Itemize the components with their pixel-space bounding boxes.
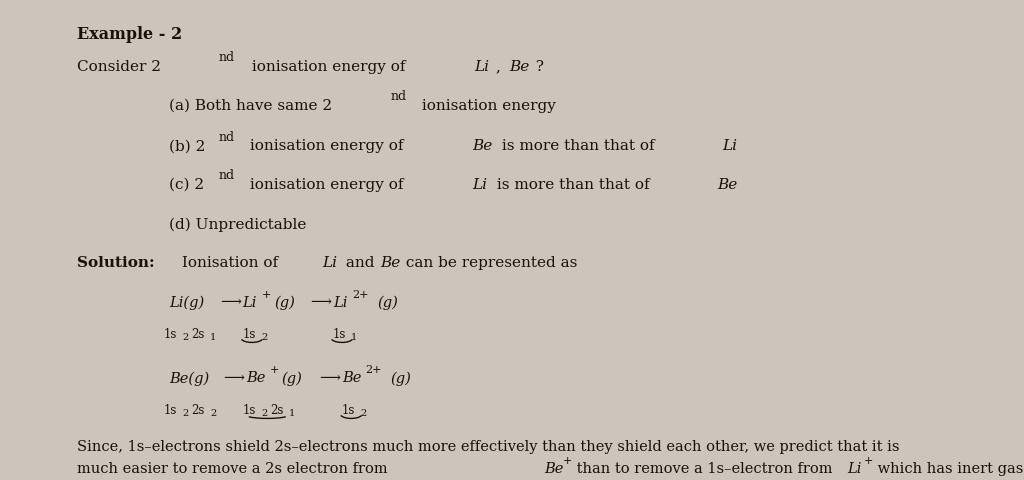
Text: which has inert gas: which has inert gas (873, 461, 1024, 475)
Text: Be: Be (472, 139, 493, 153)
Text: 2: 2 (261, 332, 267, 341)
Text: Ionisation of: Ionisation of (177, 255, 284, 269)
Text: ionisation energy: ionisation energy (417, 98, 556, 112)
Text: Solution:: Solution: (77, 255, 155, 269)
Text: 1s: 1s (333, 327, 346, 340)
Text: 1s: 1s (342, 403, 355, 416)
Text: (a) Both have same 2: (a) Both have same 2 (169, 98, 332, 112)
Text: than to remove a 1s–electron from: than to remove a 1s–electron from (572, 461, 838, 475)
Text: +: + (262, 289, 271, 299)
Text: can be represented as: can be represented as (401, 255, 578, 269)
Text: (d) Unpredictable: (d) Unpredictable (169, 217, 306, 231)
Text: Be(g): Be(g) (169, 371, 209, 385)
Text: 2: 2 (360, 408, 367, 417)
Text: (g): (g) (377, 295, 397, 310)
Text: +: + (269, 364, 279, 374)
Text: 2: 2 (261, 408, 267, 417)
Text: 1: 1 (289, 408, 295, 417)
Text: ⟶: ⟶ (220, 295, 242, 309)
Text: (g): (g) (282, 371, 302, 385)
Text: Since, 1s–electrons shield 2s–electrons much more effectively than they shield e: Since, 1s–electrons shield 2s–electrons … (77, 439, 899, 453)
Text: 2: 2 (210, 408, 216, 417)
Text: ionisation energy of: ionisation energy of (245, 178, 409, 192)
Text: Be: Be (246, 371, 265, 384)
Text: Be: Be (380, 255, 400, 269)
Text: Consider 2: Consider 2 (77, 60, 161, 74)
Text: Li: Li (722, 139, 737, 153)
Text: Li: Li (243, 295, 257, 309)
Text: Be: Be (509, 60, 529, 74)
Text: 2+: 2+ (352, 289, 369, 299)
Text: ?: ? (531, 60, 545, 74)
Text: Li: Li (323, 255, 338, 269)
Text: 2s: 2s (191, 327, 205, 340)
Text: 1s: 1s (243, 403, 256, 416)
Text: Li(g): Li(g) (169, 295, 204, 310)
Text: Li: Li (472, 178, 487, 192)
Text: ,: , (496, 60, 506, 74)
Text: Li: Li (333, 295, 347, 309)
Text: (g): (g) (274, 295, 295, 310)
Text: much easier to remove a 2s electron from: much easier to remove a 2s electron from (77, 461, 392, 475)
Text: +: + (864, 455, 873, 465)
Text: 2s: 2s (270, 403, 284, 416)
Text: 1s: 1s (243, 327, 256, 340)
Text: (b) 2: (b) 2 (169, 139, 206, 153)
Text: ionisation energy of: ionisation energy of (247, 60, 411, 74)
Text: Be: Be (717, 178, 737, 192)
Text: 2s: 2s (191, 403, 205, 416)
Text: is more than that of: is more than that of (497, 139, 659, 153)
Text: ⟶: ⟶ (319, 371, 341, 384)
Text: Example - 2: Example - 2 (77, 26, 182, 43)
Text: Be: Be (342, 371, 361, 384)
Text: (g): (g) (390, 371, 411, 385)
Text: 1s: 1s (164, 327, 177, 340)
Text: +: + (563, 455, 572, 465)
Text: ⟶: ⟶ (223, 371, 245, 384)
Text: 2+: 2+ (366, 364, 382, 374)
Text: nd: nd (218, 131, 234, 144)
Text: is more than that of: is more than that of (492, 178, 654, 192)
Text: and: and (341, 255, 379, 269)
Text: 1: 1 (210, 332, 216, 341)
Text: ⟶: ⟶ (310, 295, 332, 309)
Text: nd: nd (218, 169, 234, 182)
Text: nd: nd (218, 51, 234, 64)
Text: 2: 2 (182, 408, 188, 417)
Text: 1s: 1s (164, 403, 177, 416)
Text: (c) 2: (c) 2 (169, 178, 204, 192)
Text: Be: Be (544, 461, 563, 475)
Text: nd: nd (390, 90, 407, 103)
Text: Li: Li (474, 60, 489, 74)
Text: ionisation energy of: ionisation energy of (245, 139, 409, 153)
Text: Li: Li (847, 461, 861, 475)
Text: 2: 2 (182, 332, 188, 341)
Text: 1: 1 (351, 332, 357, 341)
